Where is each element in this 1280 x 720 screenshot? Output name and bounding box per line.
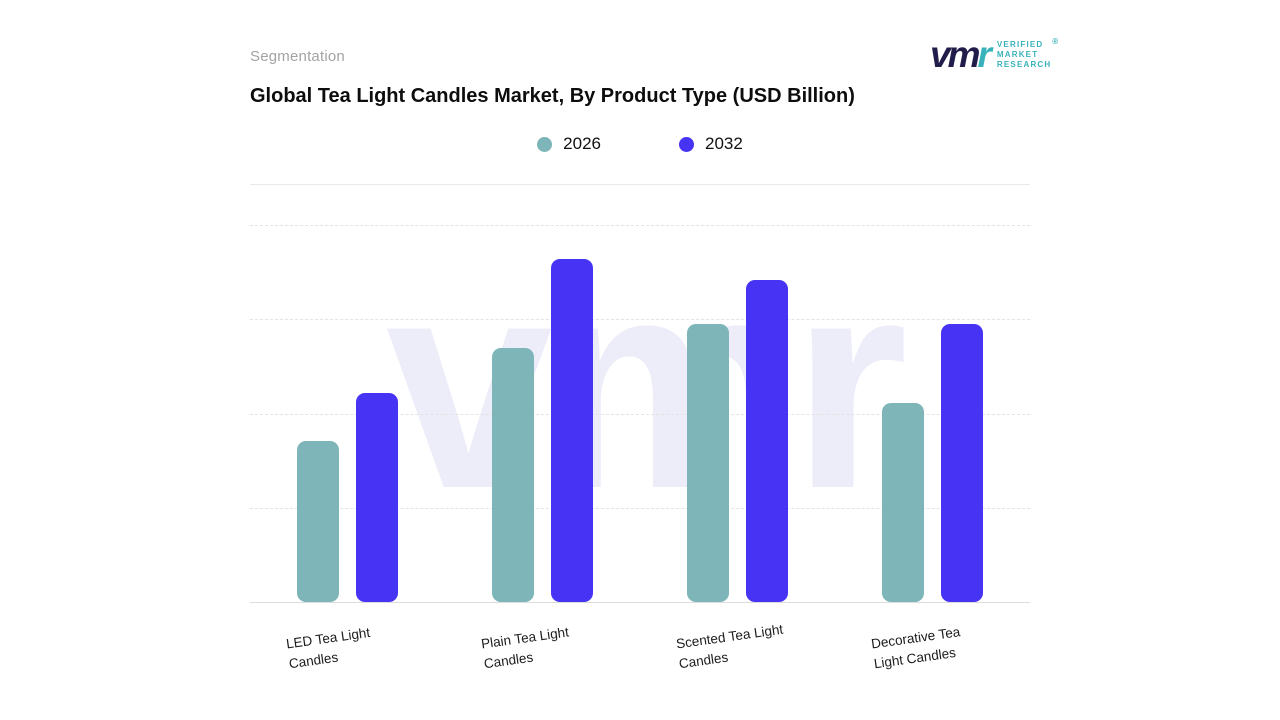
bar-2026 [882,403,924,602]
gridline [250,507,1030,509]
gridline [250,225,1030,226]
category-label: Plain Tea Light Candles [479,624,570,671]
vmr-logo-text: VERIFIED MARKET RESEARCH ® [996,36,1060,70]
bar-2032 [551,259,593,602]
legend-item-2032: 2032 [679,134,743,154]
gridline [250,319,1030,321]
bar-2032 [356,392,398,602]
chart-group: Plain Tea Light Candles [480,225,593,671]
chart-group: LED Tea Light Candles [285,225,398,671]
bar-2026 [687,324,729,602]
vmr-watermark: vmr [385,215,908,552]
chart-group: Decorative Tea Light Candles [870,225,983,671]
chart-group: Scented Tea Light Candles [675,225,788,671]
bar-2032 [941,324,983,602]
segmentation-eyebrow: Segmentation [250,48,345,65]
bar-chart-plot: vmr LED Tea Light Candles Plain Tea Light… [250,215,1030,671]
bar-2026 [492,348,534,602]
legend-dot-2032-icon [679,136,694,152]
category-label: Decorative Tea Light Candles [869,624,961,671]
header-divider [250,184,1030,185]
category-label: LED Tea Light Candles [284,624,371,671]
vmr-logo-mark-icon: vmr [930,34,992,75]
bar-2032 [746,279,788,602]
legend-label-2032: 2032 [705,134,743,153]
bar-2026 [297,440,339,602]
plot-groups: LED Tea Light Candles Plain Tea Light Can… [250,225,1030,671]
chart-title: Global Tea Light Candles Market, By Prod… [250,85,855,107]
gridline [250,413,1030,415]
logo-line-verified: VERIFIED [996,39,1044,49]
legend-item-2026: 2026 [537,134,601,154]
vmr-logo: vmr VERIFIED MARKET RESEARCH ® [930,36,1065,73]
legend-label-2026: 2026 [563,134,601,153]
category-label: Scented Tea Light Candles [674,621,784,671]
chart-legend: 2026 2032 [250,134,1030,154]
logo-line-research: RESEARCH [996,59,1052,69]
legend-dot-2026-icon [537,136,553,152]
registered-trademark-icon: ® [1052,36,1060,46]
logo-line-market: MARKET [996,49,1039,59]
